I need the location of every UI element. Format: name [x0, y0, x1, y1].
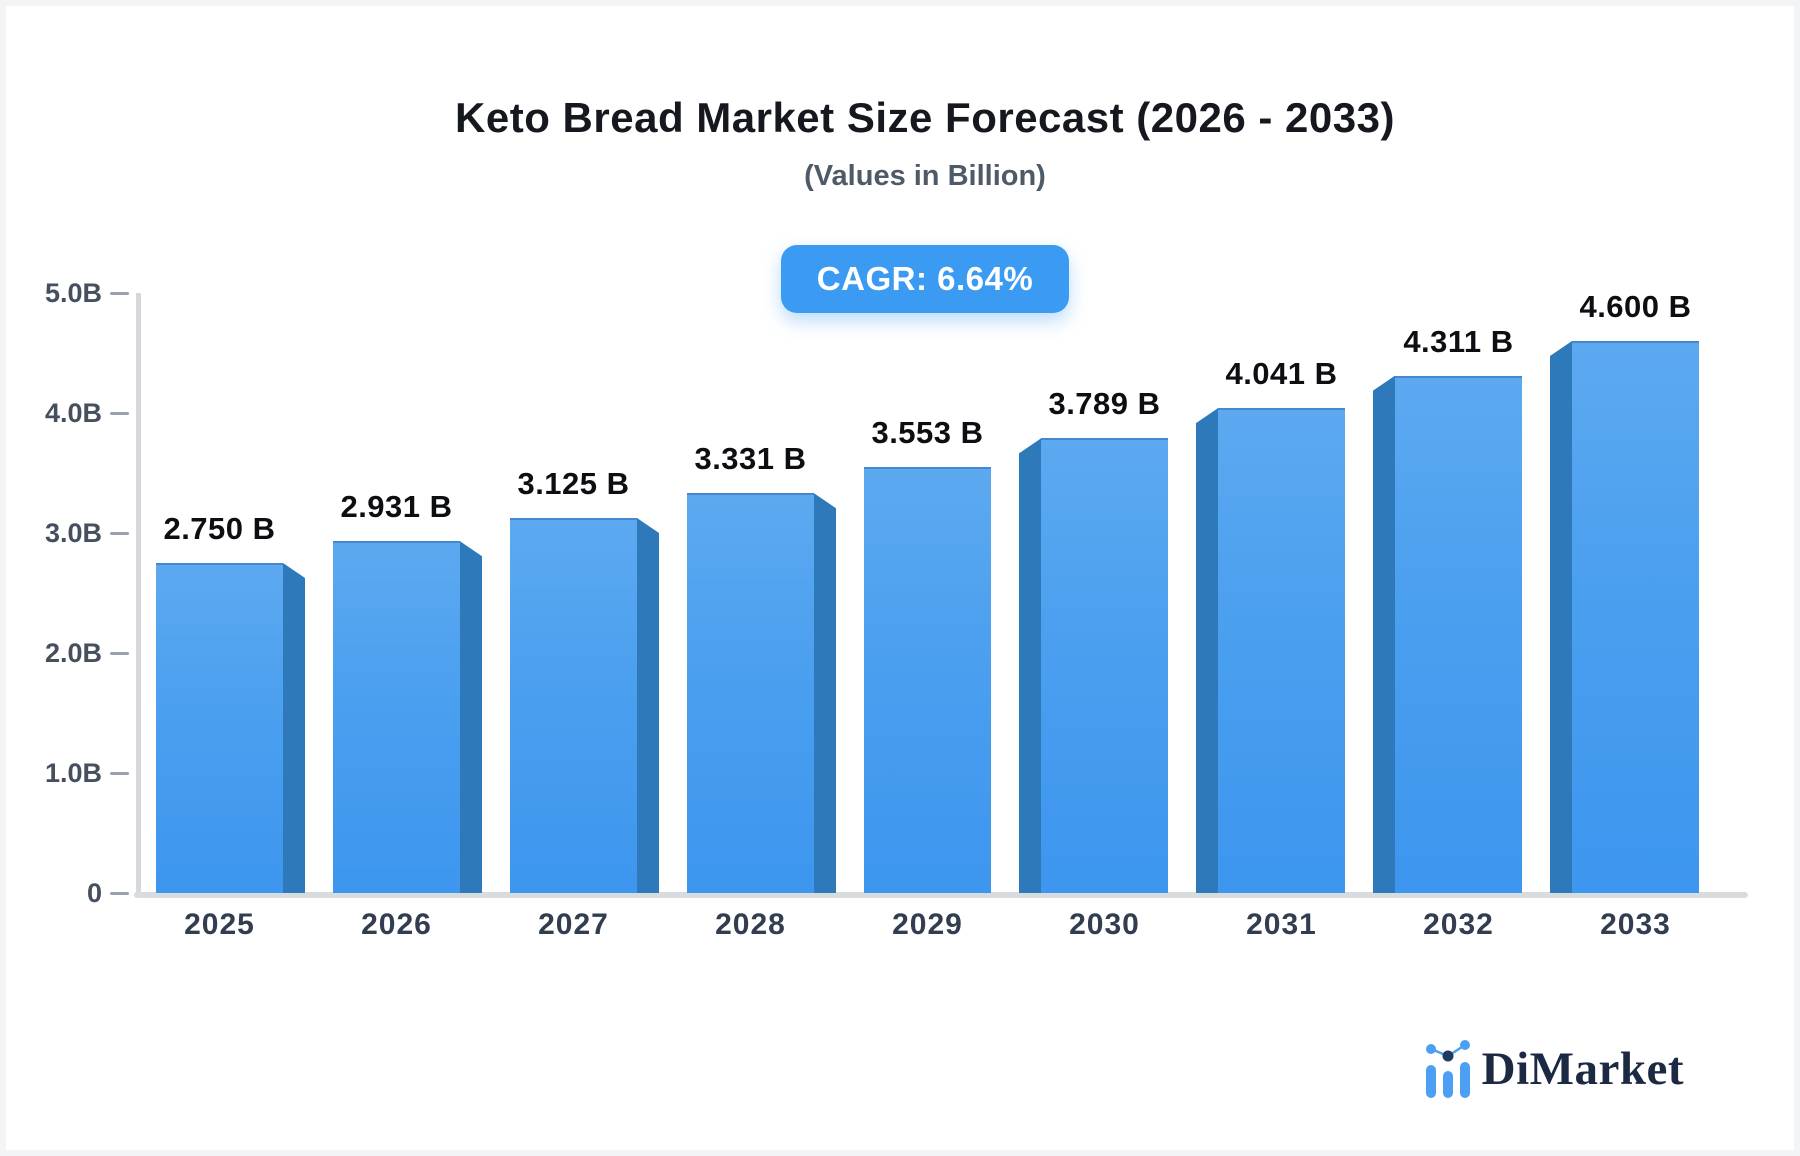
bar-value-label: 3.789 B	[1048, 386, 1161, 422]
bar-value-label: 3.331 B	[694, 441, 807, 477]
chart-subtitle: (Values in Billion)	[804, 160, 1046, 192]
cagr-badge: CAGR: 6.64%	[780, 245, 1070, 313]
bar-2031	[1218, 408, 1345, 893]
bar-2030	[1041, 438, 1168, 893]
y-tick-dash	[110, 532, 129, 535]
x-axis-label: 2031	[1246, 908, 1317, 941]
bar-side-2031	[1196, 408, 1218, 893]
y-tick-label: 4.0B	[44, 398, 102, 428]
bar-side-2025	[283, 563, 305, 893]
y-tick-label: 5.0B	[44, 278, 102, 308]
bar-2027	[510, 518, 637, 893]
y-tick-dash	[110, 772, 129, 775]
bar-2026	[333, 541, 460, 893]
bar-2033	[1572, 341, 1699, 893]
x-axis-label: 2026	[361, 908, 432, 941]
y-tick-dash	[110, 892, 129, 895]
bar-side-2030	[1019, 438, 1041, 893]
y-tick-dash	[110, 652, 129, 655]
bar-value-label: 3.553 B	[871, 414, 984, 450]
bar-side-2027	[637, 518, 659, 893]
bar-value-label: 2.931 B	[340, 489, 453, 525]
x-axis-label: 2025	[184, 908, 255, 941]
x-axis-label: 2029	[892, 908, 963, 941]
bar-value-label: 3.125 B	[517, 466, 630, 501]
y-tick-label: 2.0B	[44, 638, 102, 668]
y-tick-dash	[110, 412, 129, 415]
y-tick-label: 3.0B	[44, 518, 102, 548]
y-tick-label: 1.0B	[44, 758, 102, 788]
bar-2032	[1395, 375, 1522, 893]
bar-side-2026	[460, 541, 482, 893]
chart-header: Keto Bread Market Size Forecast (2026 - …	[56, 6, 1794, 313]
bar-side-2033	[1550, 341, 1572, 893]
chart-title: Keto Bread Market Size Forecast (2026 - …	[455, 94, 1395, 141]
bar-side-2028	[814, 493, 836, 893]
chart-card: Keto Bread Market Size Forecast (2026 - …	[6, 6, 1794, 1150]
x-axis-label: 2030	[1069, 908, 1140, 941]
bar-2025	[156, 563, 283, 893]
bar-2028	[687, 493, 814, 893]
x-axis-label: 2032	[1423, 908, 1494, 941]
bar-value-label: 4.600 B	[1579, 289, 1692, 324]
logo-text: DiMarket	[1481, 1043, 1684, 1095]
x-axis-label: 2033	[1600, 908, 1671, 941]
bar-2029	[864, 466, 991, 893]
y-tick-dash	[110, 292, 129, 295]
bar-value-label: 4.311 B	[1403, 323, 1514, 359]
bar-side-2032	[1373, 375, 1395, 893]
x-axis-label: 2028	[715, 908, 786, 941]
bar-value-label: 4.041 B	[1225, 356, 1338, 392]
bar-chart-logo-icon	[1425, 1040, 1470, 1098]
bar-value-label: 2.750 B	[163, 511, 276, 546]
y-tick-label: 0	[86, 878, 102, 908]
x-axis-label: 2027	[538, 908, 609, 941]
x-axis-baseline	[134, 892, 1748, 898]
logo: DiMarket	[1424, 1038, 1684, 1100]
y-axis-line	[136, 293, 141, 897]
